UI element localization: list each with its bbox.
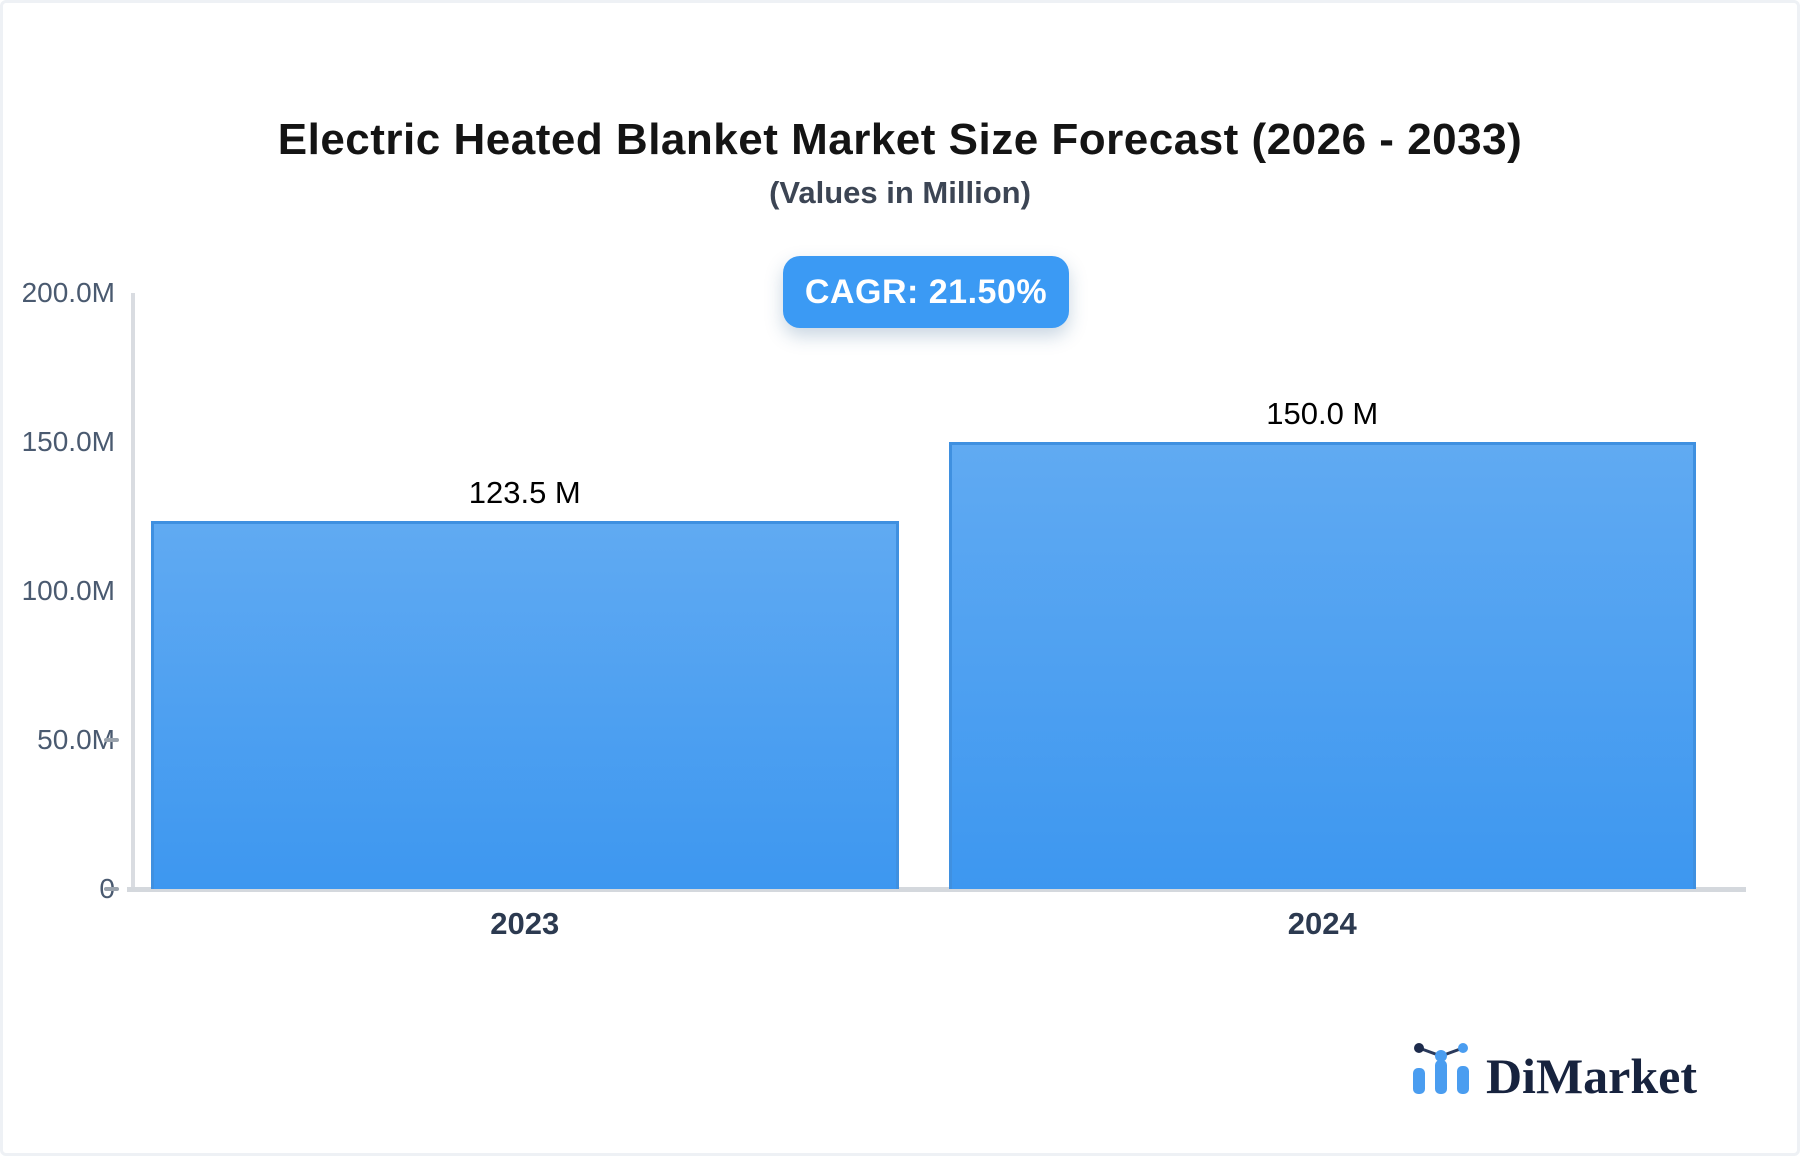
dimarket-logo-text: DiMarket xyxy=(1485,1048,1697,1104)
x-axis-category-label: 2023 xyxy=(490,906,560,941)
bar-2023[interactable] xyxy=(151,520,899,889)
y-axis-tick-label: 200.0M xyxy=(21,277,115,308)
cagr-badge: CAGR: 21.50% xyxy=(783,256,1069,328)
y-axis-tick-label: 0 xyxy=(15,873,115,905)
x-axis-line xyxy=(127,887,1746,892)
y-axis-tick-label: 100.0M xyxy=(21,575,115,606)
chart-subtitle: (Values in Million) xyxy=(769,175,1031,210)
y-axis-tick-label: 50.0M xyxy=(37,724,115,755)
bar-2024[interactable] xyxy=(948,442,1696,889)
y-axis-tick-mark xyxy=(104,738,119,742)
bar-value-label: 150.0 M xyxy=(1266,396,1379,431)
y-axis-tick-mark xyxy=(104,887,119,891)
y-axis-line xyxy=(131,293,135,891)
chart-title: Electric Heated Blanket Market Size Fore… xyxy=(277,115,1523,164)
bar-chart-with-dots-icon xyxy=(1410,1040,1472,1101)
y-axis-tick-label: 150.0M xyxy=(21,426,115,457)
bar-value-label: 123.5 M xyxy=(468,474,581,510)
cagr-badge-label: CAGR: 21.50% xyxy=(804,272,1048,311)
x-axis-category-label: 2024 xyxy=(1287,906,1357,941)
dimarket-logo: DiMarket xyxy=(1410,1040,1697,1101)
